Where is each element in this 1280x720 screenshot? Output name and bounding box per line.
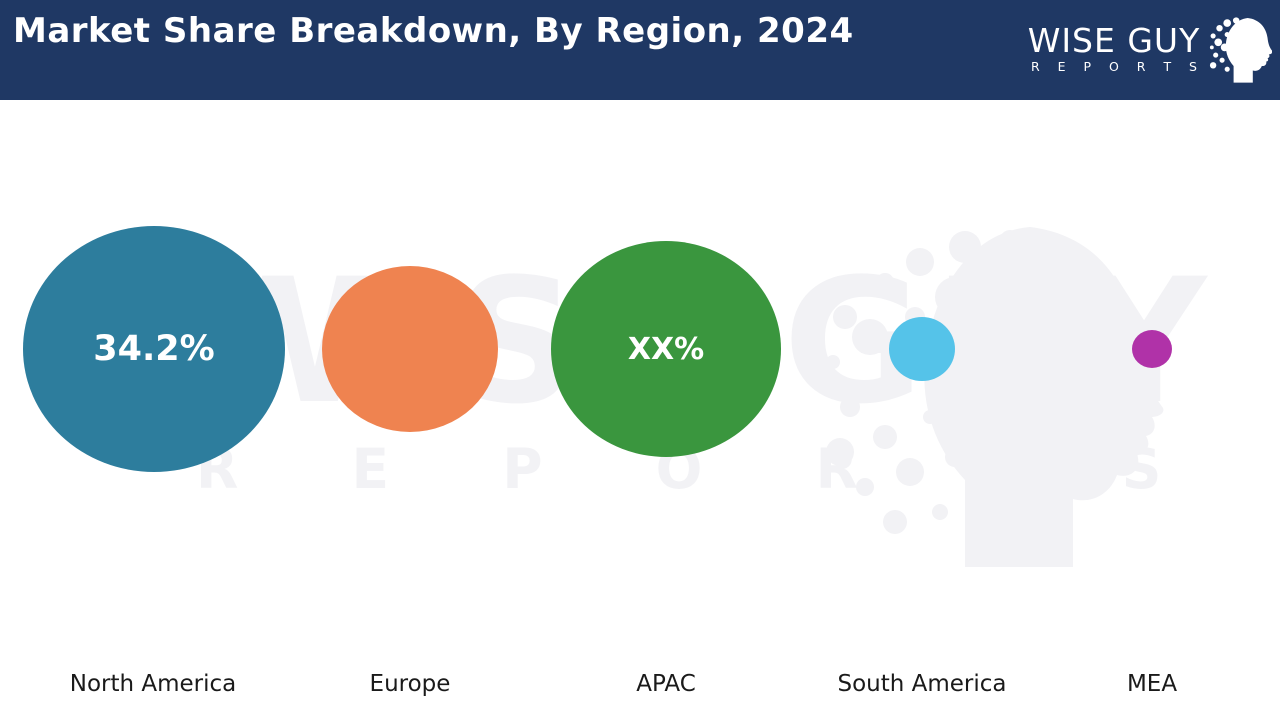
bubble-south-america — [889, 317, 955, 381]
category-label-north-america: North America — [69, 671, 237, 697]
brand-head-icon — [1209, 17, 1272, 83]
bubble-north-america: 34.2% — [23, 226, 285, 472]
watermark-head-silhouette-icon — [826, 227, 1164, 567]
bubble-mea — [1132, 330, 1172, 368]
category-label-mea: MEA — [1126, 671, 1178, 697]
category-label-apac: APAC — [636, 671, 696, 697]
brand-logo: WISE GUY R E P O R T S — [1024, 0, 1280, 90]
bubble-europe — [322, 266, 498, 432]
brand-subtitle: R E P O R T S — [1030, 59, 1204, 75]
category-label-europe: Europe — [369, 671, 451, 697]
page-title: Market Share Breakdown, By Region, 2024 — [13, 11, 854, 51]
bubble-value-north-america: 34.2% — [93, 329, 215, 369]
bubble-apac: XX% — [551, 241, 781, 457]
category-label-south-america: South America — [837, 671, 1007, 697]
brand-wordmark: WISE GUY — [1027, 20, 1201, 60]
header-bar: Market Share Breakdown, By Region, 2024 … — [0, 0, 1280, 100]
bubble-value-apac: XX% — [627, 331, 705, 367]
